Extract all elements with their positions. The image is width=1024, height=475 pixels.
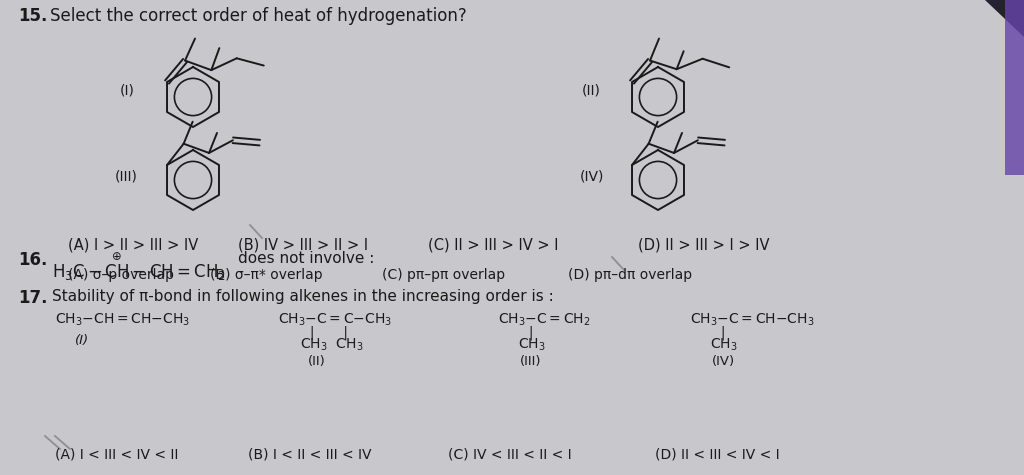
Text: $\rm CH_3{-}C{=}CH_2$: $\rm CH_3{-}C{=}CH_2$: [498, 312, 591, 328]
Text: 15.: 15.: [18, 7, 47, 25]
Text: (IV): (IV): [580, 170, 604, 184]
Text: $\rm CH_3{-}C{=}C{-}CH_3$: $\rm CH_3{-}C{=}C{-}CH_3$: [278, 312, 392, 328]
Text: (D) II > III > I > IV: (D) II > III > I > IV: [638, 237, 769, 252]
Text: (III): (III): [115, 170, 138, 184]
Text: (B) I < II < III < IV: (B) I < II < III < IV: [248, 447, 372, 461]
Text: (C) II > III > IV > I: (C) II > III > IV > I: [428, 237, 558, 252]
Text: $\rm H_3C-\overset{\oplus}{CH}-CH=CH_2$: $\rm H_3C-\overset{\oplus}{CH}-CH=CH_2$: [52, 251, 226, 283]
Text: (D) II < III < IV < I: (D) II < III < IV < I: [655, 447, 779, 461]
Polygon shape: [1005, 0, 1024, 175]
Text: (D) pπ–dπ overlap: (D) pπ–dπ overlap: [568, 268, 692, 282]
Text: (A) I > II > III > IV: (A) I > II > III > IV: [68, 237, 199, 252]
Text: (A) σ–p overlap: (A) σ–p overlap: [68, 268, 174, 282]
Polygon shape: [985, 0, 1024, 37]
Text: (C) pπ–pπ overlap: (C) pπ–pπ overlap: [382, 268, 505, 282]
Text: (II): (II): [308, 355, 326, 368]
Text: 16.: 16.: [18, 251, 47, 269]
Text: $\rm CH_3$: $\rm CH_3$: [710, 337, 737, 353]
Text: (B) IV > III > II > I: (B) IV > III > II > I: [238, 237, 368, 252]
Text: 17.: 17.: [18, 289, 47, 307]
Text: (II): (II): [582, 83, 601, 97]
Text: (B) σ–π* overlap: (B) σ–π* overlap: [210, 268, 323, 282]
Text: |: |: [526, 325, 535, 340]
Text: (IV): (IV): [712, 355, 735, 368]
Text: $\rm CH_3$: $\rm CH_3$: [518, 337, 546, 353]
Text: (A) I < III < IV < II: (A) I < III < IV < II: [55, 447, 178, 461]
Text: $\rm CH_3\ \ CH_3$: $\rm CH_3\ \ CH_3$: [300, 337, 364, 353]
Text: (I): (I): [75, 334, 89, 347]
Text: does not involve :: does not involve :: [238, 251, 375, 266]
Text: $\rm CH_3{-}CH{=}CH{-}CH_3$: $\rm CH_3{-}CH{=}CH{-}CH_3$: [55, 312, 190, 328]
Text: Select the correct order of heat of hydrogenation?: Select the correct order of heat of hydr…: [50, 7, 467, 25]
Text: (III): (III): [520, 355, 542, 368]
Text: (C) IV < III < II < I: (C) IV < III < II < I: [449, 447, 571, 461]
Text: |   |: | |: [308, 325, 350, 340]
Text: (I): (I): [120, 83, 135, 97]
Text: $\rm CH_3{-}C{=}CH{-}CH_3$: $\rm CH_3{-}C{=}CH{-}CH_3$: [690, 312, 814, 328]
Text: |: |: [718, 325, 726, 340]
Text: Stability of π-bond in following alkenes in the increasing order is :: Stability of π-bond in following alkenes…: [52, 289, 554, 304]
